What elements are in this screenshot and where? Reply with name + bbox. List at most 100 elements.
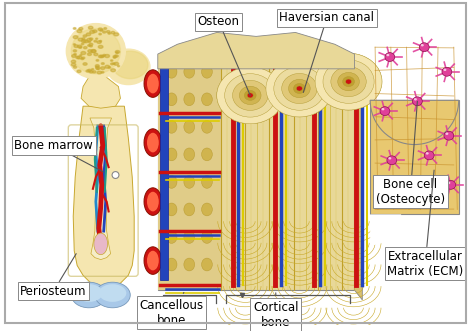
Ellipse shape: [103, 54, 106, 56]
Ellipse shape: [101, 56, 104, 57]
Ellipse shape: [421, 44, 424, 46]
Ellipse shape: [201, 120, 212, 133]
Ellipse shape: [331, 67, 366, 97]
Ellipse shape: [113, 63, 115, 64]
Ellipse shape: [113, 57, 116, 58]
Ellipse shape: [380, 107, 390, 116]
Ellipse shape: [323, 60, 374, 103]
Ellipse shape: [115, 51, 120, 53]
Ellipse shape: [247, 93, 253, 98]
Ellipse shape: [99, 284, 127, 302]
Ellipse shape: [89, 26, 93, 29]
Ellipse shape: [166, 66, 177, 78]
Ellipse shape: [97, 71, 101, 74]
Ellipse shape: [100, 67, 105, 70]
Ellipse shape: [166, 203, 177, 216]
Ellipse shape: [71, 282, 107, 308]
Bar: [370, 100, 459, 214]
Ellipse shape: [95, 282, 130, 308]
Ellipse shape: [77, 45, 82, 48]
Ellipse shape: [91, 50, 96, 53]
Ellipse shape: [100, 40, 101, 42]
Ellipse shape: [233, 80, 268, 111]
Text: Extracellular
Matrix (ECM): Extracellular Matrix (ECM): [387, 170, 464, 277]
Ellipse shape: [289, 79, 310, 98]
Ellipse shape: [247, 93, 253, 98]
Ellipse shape: [90, 38, 93, 40]
Ellipse shape: [101, 71, 104, 73]
Ellipse shape: [71, 28, 120, 74]
Ellipse shape: [97, 68, 99, 70]
Ellipse shape: [412, 97, 422, 106]
Ellipse shape: [98, 45, 103, 48]
Ellipse shape: [95, 65, 99, 67]
Ellipse shape: [184, 203, 195, 216]
Ellipse shape: [115, 55, 118, 57]
Text: Bone cell
(Osteocyte): Bone cell (Osteocyte): [376, 101, 445, 206]
Ellipse shape: [346, 79, 352, 84]
Ellipse shape: [78, 38, 83, 41]
Ellipse shape: [87, 38, 91, 41]
Ellipse shape: [444, 131, 454, 140]
Ellipse shape: [147, 133, 159, 152]
Ellipse shape: [114, 62, 118, 65]
Ellipse shape: [74, 54, 76, 55]
Ellipse shape: [83, 63, 87, 65]
Ellipse shape: [266, 60, 333, 117]
Polygon shape: [90, 118, 111, 260]
Ellipse shape: [82, 57, 85, 59]
Ellipse shape: [144, 70, 162, 97]
Ellipse shape: [77, 56, 82, 59]
Ellipse shape: [96, 60, 99, 61]
Bar: [158, 54, 221, 290]
Ellipse shape: [382, 108, 384, 110]
Ellipse shape: [184, 258, 195, 271]
Ellipse shape: [225, 74, 276, 117]
Ellipse shape: [66, 24, 125, 79]
Ellipse shape: [88, 50, 92, 52]
Ellipse shape: [315, 53, 382, 110]
Ellipse shape: [73, 50, 77, 52]
Ellipse shape: [83, 47, 87, 49]
Ellipse shape: [86, 70, 90, 72]
Ellipse shape: [282, 73, 317, 104]
Ellipse shape: [447, 182, 450, 184]
Ellipse shape: [296, 86, 302, 91]
Ellipse shape: [293, 83, 305, 94]
Ellipse shape: [99, 33, 101, 35]
Ellipse shape: [71, 60, 76, 63]
Ellipse shape: [110, 63, 114, 65]
Ellipse shape: [144, 129, 162, 156]
Ellipse shape: [343, 76, 355, 87]
Polygon shape: [73, 106, 134, 287]
Ellipse shape: [184, 120, 195, 133]
Ellipse shape: [239, 86, 261, 105]
Ellipse shape: [105, 65, 109, 68]
Polygon shape: [81, 74, 120, 108]
Ellipse shape: [105, 55, 109, 58]
Ellipse shape: [331, 67, 366, 97]
Ellipse shape: [166, 148, 177, 161]
Ellipse shape: [144, 247, 162, 274]
Ellipse shape: [201, 148, 212, 161]
Ellipse shape: [184, 66, 195, 78]
Ellipse shape: [201, 258, 212, 271]
Ellipse shape: [424, 151, 434, 160]
Wedge shape: [370, 214, 401, 245]
Ellipse shape: [73, 27, 76, 29]
Ellipse shape: [166, 120, 177, 133]
Ellipse shape: [112, 171, 119, 178]
Ellipse shape: [90, 30, 95, 33]
Ellipse shape: [385, 53, 395, 62]
Ellipse shape: [166, 258, 177, 271]
Ellipse shape: [77, 70, 81, 72]
Ellipse shape: [91, 50, 96, 53]
Ellipse shape: [201, 93, 212, 106]
Ellipse shape: [73, 66, 77, 68]
Ellipse shape: [94, 233, 108, 255]
Ellipse shape: [107, 30, 110, 33]
Ellipse shape: [79, 27, 83, 30]
Ellipse shape: [91, 69, 94, 70]
Ellipse shape: [84, 40, 88, 43]
Ellipse shape: [184, 175, 195, 188]
